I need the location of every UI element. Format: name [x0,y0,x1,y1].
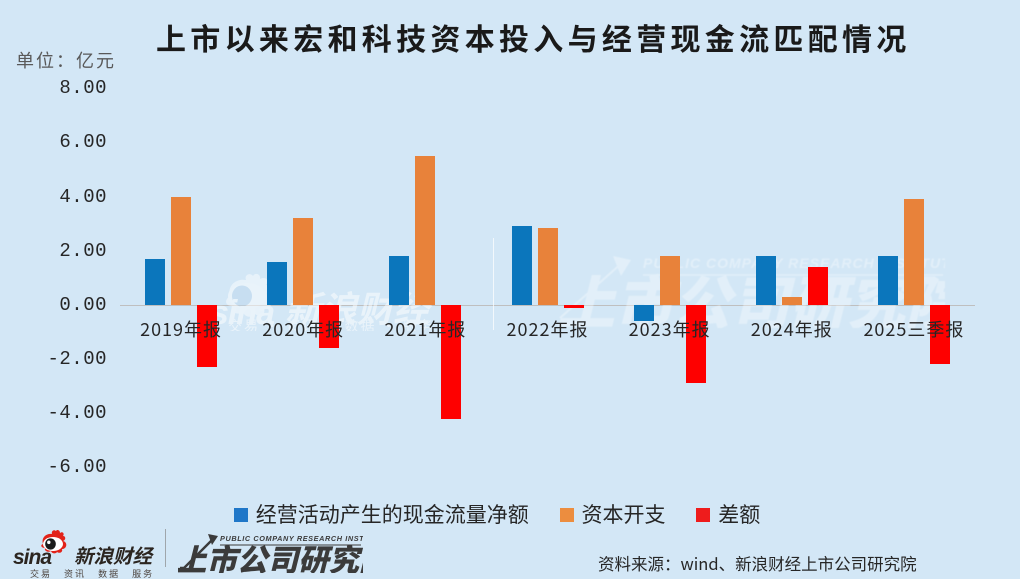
svg-text:上市公司研究院: 上市公司研究院 [178,536,363,573]
